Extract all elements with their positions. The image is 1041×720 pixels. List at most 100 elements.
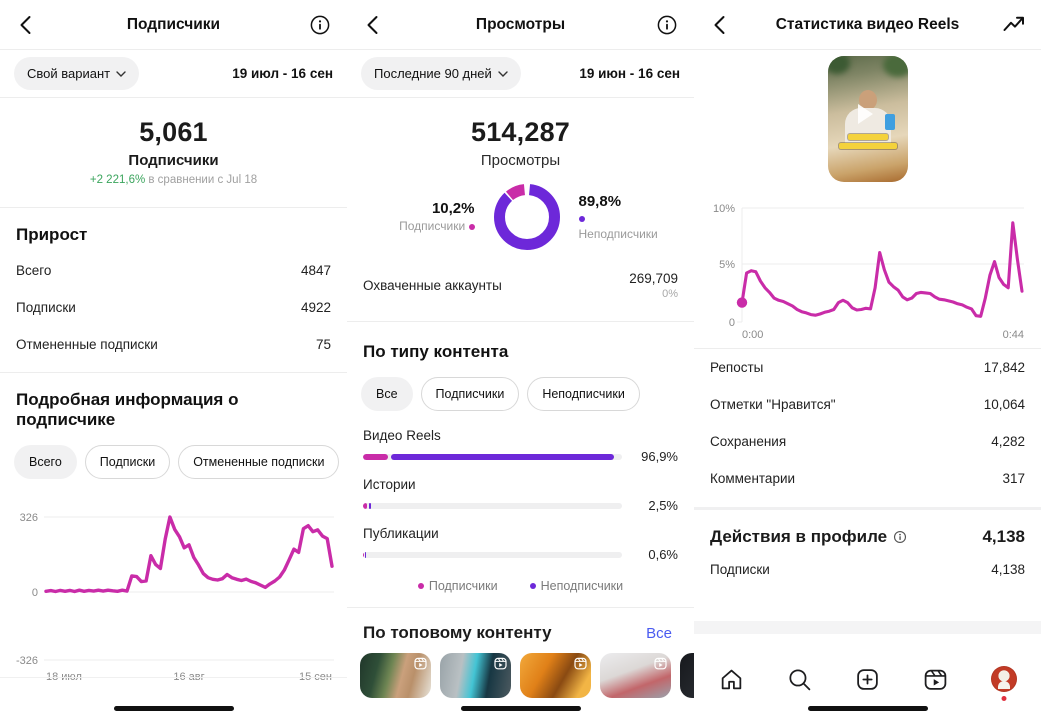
legend-item: Подписчики [417, 579, 498, 593]
chevron-left-icon [20, 15, 31, 34]
plant-decor [827, 56, 850, 74]
stat-row: Комментарии 317 [694, 460, 1041, 497]
filter-chip-всего[interactable]: Всего [14, 445, 77, 479]
chevron-down-icon [498, 70, 508, 77]
divider [694, 348, 1041, 349]
chart-line [740, 221, 1024, 318]
date-range: 19 июл - 16 сен [232, 66, 333, 81]
info-icon [657, 15, 677, 34]
chart-line [44, 515, 334, 594]
non-followers-percent: 89,8% [578, 192, 622, 210]
chevron-left-icon [367, 15, 378, 34]
stat-label: Репосты [710, 360, 764, 375]
content-type-bar: 96,9% [363, 449, 678, 464]
reels-tab[interactable] [923, 666, 949, 692]
followers-panel: Подписчики Свой вариант 19 июл - 16 сен … [0, 0, 347, 720]
bar-track [363, 453, 622, 460]
top-content-thumbnails [347, 653, 694, 698]
y-tick: -326 [16, 655, 38, 667]
filter-chip-неподписчики[interactable]: Неподписчики [527, 377, 640, 411]
content-type-chips: Все Подписчики Неподписчики [347, 369, 694, 415]
profile-actions-value: 4,138 [982, 527, 1025, 546]
back-button[interactable] [361, 12, 387, 38]
divider [0, 207, 347, 208]
home-tab[interactable] [718, 666, 744, 692]
profile-tab[interactable] [991, 666, 1017, 692]
see-all-link[interactable]: Все [640, 624, 678, 643]
reel-header: Статистика видео Reels [694, 0, 1041, 50]
divider [347, 321, 694, 322]
filter-chip-все[interactable]: Все [361, 377, 413, 411]
filter-chip-подписки[interactable]: Подписки [84, 445, 171, 479]
page-title: Просмотры [475, 15, 566, 33]
search-tab[interactable] [786, 666, 812, 692]
views-panel: Просмотры Последние 90 дней 19 июн - 16 … [347, 0, 694, 720]
legend-label: Неподписчики [540, 579, 624, 593]
caption-text-line [838, 143, 897, 149]
top-content-thumbnail[interactable] [440, 653, 511, 698]
magenta-dot [468, 223, 475, 230]
back-button[interactable] [708, 12, 734, 38]
bar-segment-purple [368, 502, 371, 509]
growth-title: Прирост [16, 225, 88, 244]
filter-chip-отмененные-подписки[interactable]: Отмененные подписки [178, 445, 340, 479]
page-title: Статистика видео Reels [775, 15, 960, 33]
bar-track [363, 502, 622, 509]
y-tick: 0 [729, 317, 735, 329]
y-tick: 326 [20, 512, 38, 524]
change-context: в сравнении с Jul 18 [145, 174, 258, 186]
insights-trend-button[interactable] [1001, 12, 1027, 38]
reached-accounts-value: 269,709 [629, 271, 678, 286]
bar-track [363, 551, 622, 558]
bar-label: Видео Reels [363, 428, 441, 443]
caption-text-line [847, 134, 888, 140]
home-indicator [807, 706, 928, 711]
views-summary: 514,287 Просмотры [347, 98, 694, 169]
content-type-bar: 0,6% [363, 547, 678, 562]
bar-segment-magenta [363, 502, 368, 509]
stat-value: 4922 [300, 300, 331, 315]
top-content-thumbnail[interactable] [520, 653, 591, 698]
period-filter-chip[interactable]: Последние 90 дней [361, 57, 521, 90]
info-icon[interactable] [893, 530, 907, 544]
bar-percent: 0,6% [648, 547, 678, 562]
non-followers-legend: Неподписчики [578, 212, 663, 242]
legend-label: Подписчики [428, 579, 498, 593]
filter-chip-подписчики[interactable]: Подписчики [420, 377, 520, 411]
donut-svg [493, 184, 560, 250]
content-type-bars: Видео Reels 96,9% Истории 2,5% Публикации 0,6… [347, 428, 694, 562]
stat-label: Всего [16, 263, 52, 278]
top-content-thumbnail[interactable] [360, 653, 431, 698]
stat-label: Отмененные подписки [16, 337, 158, 352]
non-followers-legend-label: Неподписчики [578, 226, 658, 241]
detail-title: Подробная информация о подписчике [16, 390, 239, 429]
profile-actions-title: Действия в профиле [710, 527, 907, 547]
create-tab[interactable] [855, 666, 881, 692]
info-button[interactable] [654, 12, 680, 38]
info-button[interactable] [307, 12, 333, 38]
stat-value: 317 [1002, 471, 1025, 486]
stat-label: Подписки [710, 562, 770, 577]
reels-badge-icon [494, 657, 507, 670]
profile-actions-label: Действия в профиле [710, 527, 888, 546]
y-tick: 10% [713, 203, 735, 215]
reached-accounts-label: Охваченные аккаунты [363, 278, 502, 293]
views-donut-chart: 10,2% Подписчики 89,8% Неподписчики [347, 178, 694, 256]
stat-row: Отметки "Нравится" 10,064 [694, 386, 1041, 423]
top-content-thumbnail[interactable] [600, 653, 671, 698]
chart-legend: Подписчики Неподписчики [347, 579, 694, 593]
reel-video-thumbnail[interactable] [827, 56, 908, 182]
stat-label: Отметки "Нравится" [710, 397, 836, 412]
stat-value: 4,138 [991, 562, 1025, 577]
followers-legend: Подписчики [379, 219, 475, 234]
period-filter-chip[interactable]: Свой вариант [14, 57, 140, 90]
followers-legend-label: Подписчики [399, 219, 466, 233]
top-content-thumbnail[interactable] [680, 653, 694, 698]
stat-value: 10,064 [983, 397, 1025, 412]
stat-row: Всего 4847 [0, 252, 347, 289]
stat-value: 4847 [300, 263, 331, 278]
bar-label: Истории [363, 477, 416, 492]
stat-value: 75 [315, 337, 331, 352]
plant-decor [882, 56, 908, 77]
back-button[interactable] [14, 12, 40, 38]
